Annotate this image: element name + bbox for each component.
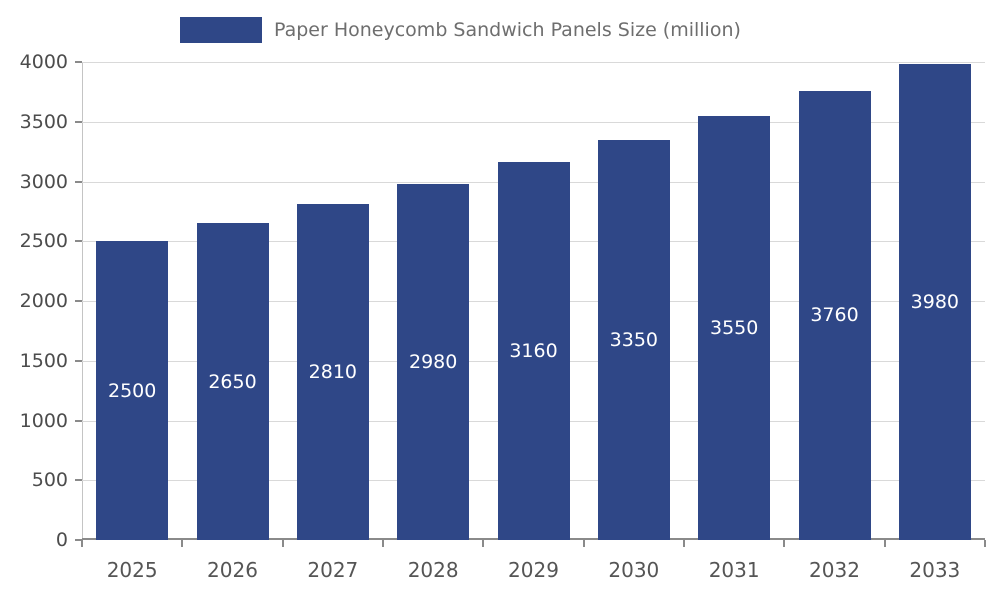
bar-value-label: 2980 (408, 350, 458, 373)
x-axis-tick (883, 540, 886, 547)
bar: 2980 (397, 183, 470, 540)
y-tick-label: 3000 (19, 170, 68, 193)
plot-area: 0 500 1000 1500 2000 2500 3000 3500 4000 2500 2025… (20, 51, 986, 582)
y-axis-tick (75, 539, 82, 541)
bar: 2500 (96, 241, 169, 540)
y-tick-label: 4000 (19, 51, 68, 73)
x-axis-tick (281, 540, 284, 547)
x-axis-tick (181, 540, 184, 547)
bar: 3160 (497, 162, 570, 540)
bar: 2810 (296, 204, 369, 540)
x-axis-tick (81, 540, 83, 547)
y-tick-label: 2000 (19, 290, 68, 312)
y-axis-tick (75, 300, 82, 302)
x-tick-label: 2026 (207, 558, 258, 582)
x-tick-label: 2030 (608, 558, 660, 582)
y-axis-tick (75, 359, 82, 362)
y-axis-tick (75, 419, 82, 422)
x-axis-tick (984, 540, 986, 547)
x-tick-label: 2033 (909, 558, 961, 582)
x-axis-tick (382, 540, 384, 547)
y-axis-tick (75, 240, 82, 243)
gridline (82, 121, 985, 123)
legend-label: Paper Honeycomb Sandwich Panels Size (mi… (274, 18, 741, 41)
x-axis-tick (783, 540, 786, 547)
bar-value-label: 2650 (208, 370, 257, 393)
x-tick-label: 2028 (407, 558, 459, 582)
y-tick-label: 500 (31, 469, 68, 492)
legend: Paper Honeycomb Sandwich Panels Size (mi… (180, 16, 741, 43)
x-tick-label: 2029 (508, 558, 559, 582)
y-tick-label: 2500 (19, 230, 68, 253)
bar-value-label: 3550 (709, 316, 759, 339)
y-axis-tick (75, 120, 82, 123)
y-axis-tick (75, 479, 82, 482)
y-axis-tick (75, 61, 82, 63)
x-axis-tick (683, 540, 685, 547)
bar-value-label: 3160 (509, 340, 558, 363)
x-tick-label: 2025 (106, 558, 158, 582)
gridline (82, 62, 985, 63)
bar-value-label: 3760 (810, 304, 859, 327)
bar-value-label: 2810 (308, 361, 358, 384)
x-tick-label: 2031 (708, 558, 760, 582)
bar-value-label: 3980 (910, 291, 960, 314)
y-tick-label: 1500 (19, 349, 68, 372)
y-axis-tick (75, 180, 82, 183)
bar: 3350 (597, 139, 670, 540)
x-axis-tick (582, 540, 585, 547)
bar: 3550 (698, 115, 771, 540)
legend-swatch-icon (180, 16, 262, 43)
x-axis-tick (482, 540, 485, 547)
x-tick-label: 2032 (809, 558, 860, 582)
bar: 3980 (898, 64, 971, 540)
x-tick-label: 2027 (307, 558, 359, 582)
y-tick-label: 3500 (19, 110, 68, 133)
y-tick-label: 1000 (19, 409, 68, 432)
y-tick-label: 0 (55, 529, 68, 551)
bar-value-label: 2500 (107, 379, 157, 402)
bar: 2650 (196, 223, 269, 540)
bar: 3760 (798, 90, 871, 540)
bar-value-label: 3350 (609, 328, 659, 351)
